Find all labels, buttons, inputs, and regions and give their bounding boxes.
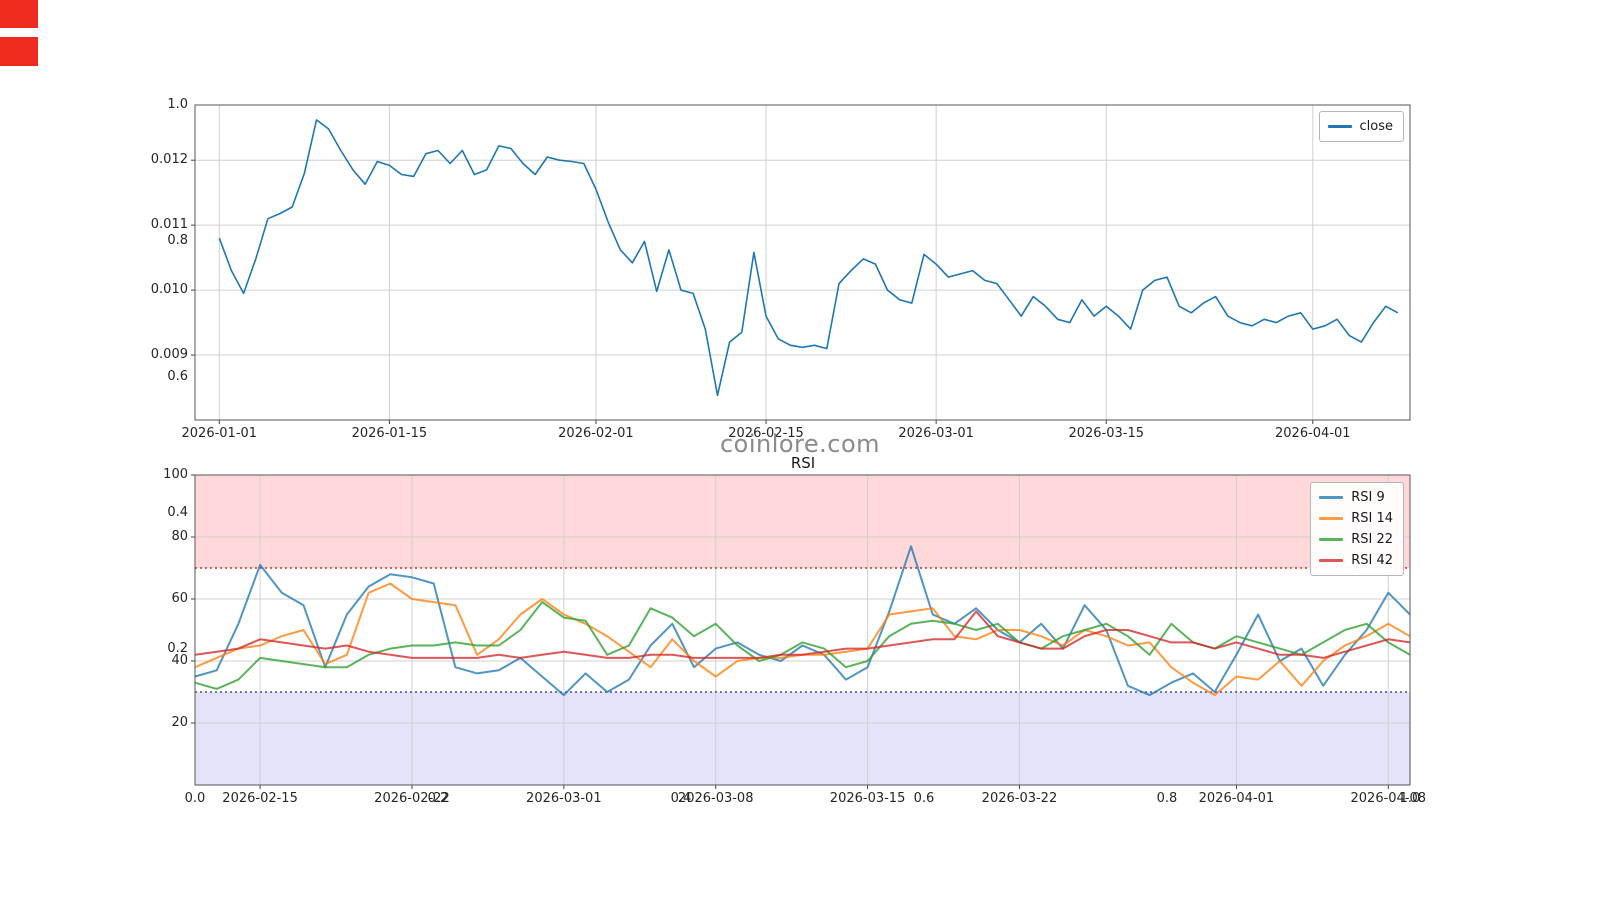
x-tick-chart2: 2026-04-01 [1198, 791, 1275, 806]
legend-line-swatch [1319, 496, 1344, 499]
y-tick-chart2: 80 [171, 529, 188, 544]
y-tick-chart1: 0.010 [150, 282, 188, 298]
x-tick-chart2: 2026-03-01 [526, 791, 602, 806]
legend-item-rsi-22: RSI 22 [1319, 529, 1393, 550]
y-tick-chart2: 60 [171, 591, 188, 606]
legend-rsi: RSI 9 RSI 14 RSI 22 RSI 42 [1310, 482, 1404, 576]
legend-line-swatch [1319, 517, 1344, 520]
x-tick-chart1: 2026-03-01 [898, 426, 974, 441]
overlay-y-tick: 1.0 [167, 97, 188, 112]
x-tick-chart1: 2026-01-01 [181, 426, 258, 441]
series-close-line [218, 119, 1399, 397]
legend-label: close [1359, 119, 1393, 134]
rsi-band [195, 692, 1410, 785]
x-tick-chart1: 2026-03-15 [1068, 426, 1145, 441]
chart2-spine [194, 474, 1411, 786]
series-rsi-42-line [194, 610, 1411, 659]
x-tick-chart1: 2026-04-01 [1275, 426, 1351, 441]
legend-line-swatch [1327, 125, 1352, 128]
x-tick-chart2: 2026-02-22 [374, 791, 450, 806]
legend-item-close: close [1327, 116, 1393, 137]
legend-label: RSI 42 [1351, 553, 1393, 568]
overlay-y-tick: 0.8 [167, 233, 188, 248]
x-tick-chart1: 2026-02-01 [558, 426, 634, 441]
x-tick-chart2: 2026-03-22 [981, 791, 1058, 806]
y-tick-chart2: 20 [171, 715, 188, 730]
legend-line-swatch [1319, 538, 1344, 541]
legend-close: close [1318, 111, 1404, 142]
legend-item-rsi-9: RSI 9 [1319, 487, 1393, 508]
overlay-x-tick: 0.4 [670, 791, 692, 806]
overlay-y-tick: 0.4 [167, 505, 188, 520]
rsi-band [195, 475, 1410, 568]
chart1-spine [194, 104, 1411, 421]
overlay-y-tick: 0.6 [167, 369, 188, 384]
x-tick-chart1: 2026-01-15 [351, 426, 428, 441]
x-tick-chart1: 2026-02-15 [728, 426, 804, 441]
rsi-chart-title: RSI [790, 454, 816, 472]
red-marker-top [0, 0, 38, 28]
y-tick-chart2: 100 [163, 467, 188, 482]
overlay-x-tick: 0.0 [184, 791, 206, 806]
watermark: coinlore.com [719, 430, 881, 458]
legend-item-rsi-14: RSI 14 [1319, 508, 1393, 529]
x-tick-chart2: 2026-02-15 [222, 791, 298, 806]
overlay-x-tick: 1.0 [1399, 791, 1421, 806]
legend-label: RSI 9 [1351, 490, 1385, 505]
overlay-y-tick: 0.2 [167, 641, 188, 656]
overlay-x-tick: 0.6 [913, 791, 935, 806]
legend-label: RSI 14 [1351, 511, 1393, 526]
x-tick-chart2: 2026-03-15 [829, 791, 906, 806]
x-tick-chart2: 2026-03-08 [677, 791, 754, 806]
y-tick-chart1: 0.009 [150, 347, 188, 363]
red-marker-bottom [0, 37, 38, 66]
y-tick-chart1: 0.011 [150, 217, 188, 233]
y-tick-chart1: 0.012 [150, 152, 188, 168]
legend-item-rsi-42: RSI 42 [1319, 550, 1393, 571]
legend-line-swatch [1319, 559, 1344, 562]
overlay-x-tick: 0.8 [1156, 791, 1178, 806]
series-rsi-9-line [194, 545, 1411, 697]
legend-label: RSI 22 [1351, 532, 1393, 547]
y-tick-chart2: 40 [171, 653, 188, 668]
x-tick-chart2: 2026-04-08 [1350, 791, 1427, 806]
overlay-x-tick: 0.2 [427, 791, 449, 806]
series-rsi-14-line [194, 582, 1411, 697]
